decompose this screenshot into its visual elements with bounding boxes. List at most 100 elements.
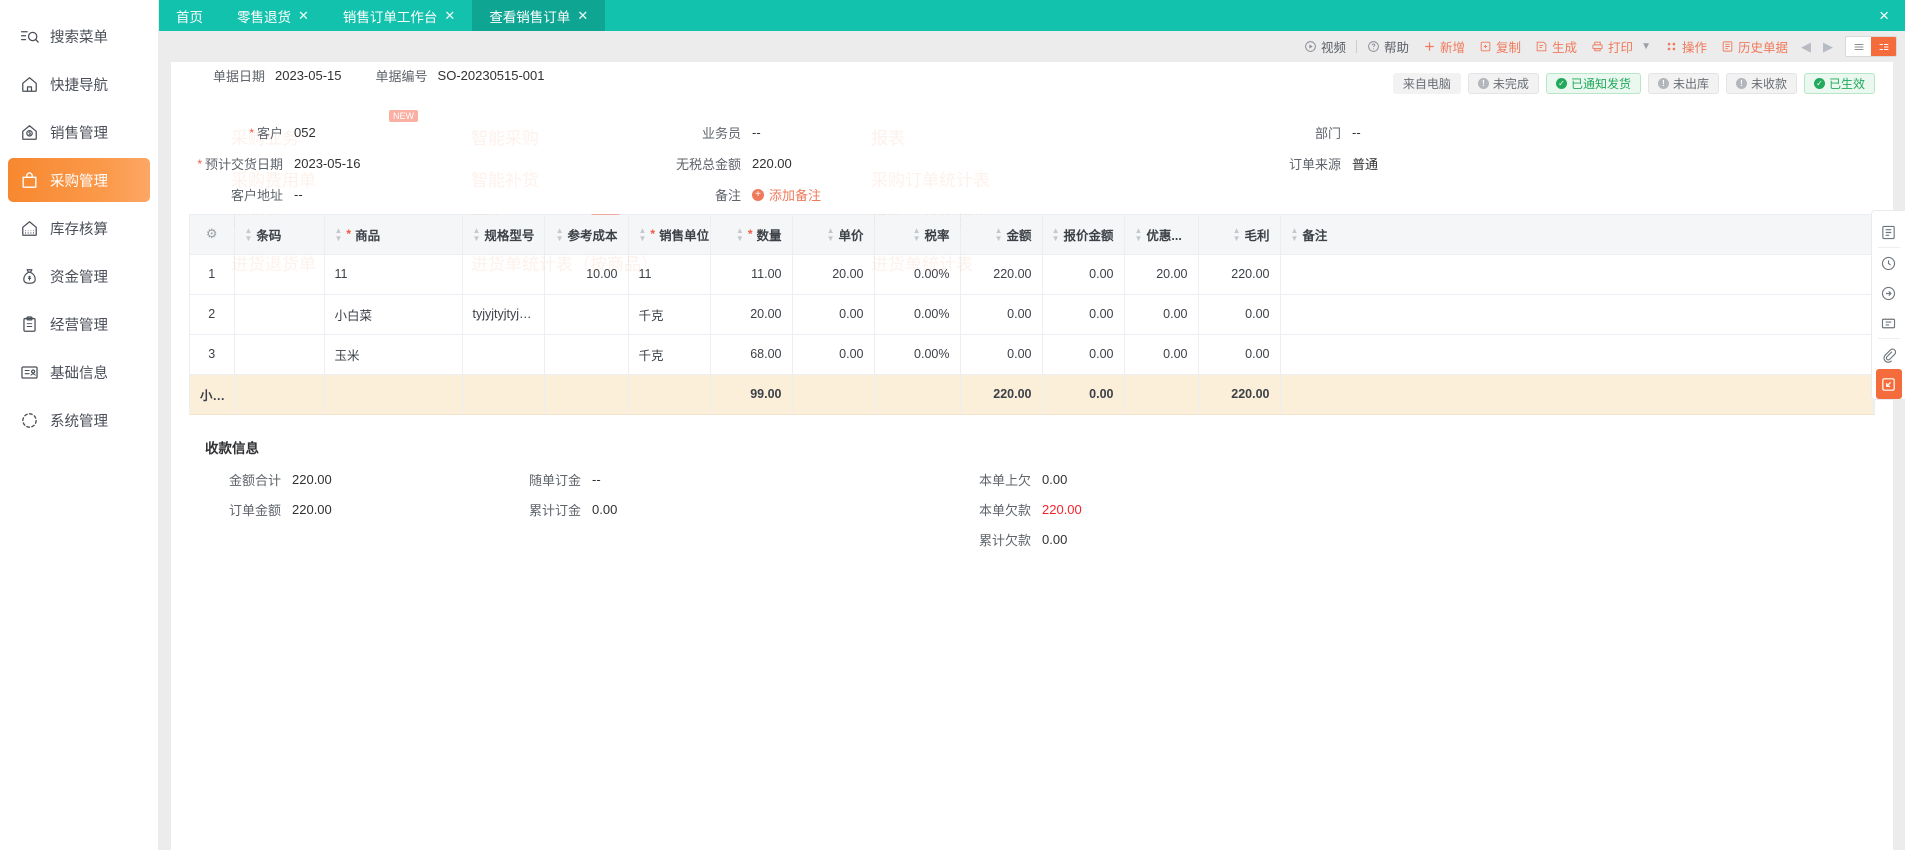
cell-goods[interactable]: 11 [324,254,463,295]
cell-discount[interactable]: 20.00 [1124,254,1199,295]
sort-icon[interactable]: ▲ ▼ [555,225,564,243]
column-header-goods[interactable]: ▲ ▼ * 商品 [324,215,463,255]
gear-icon[interactable]: ⚙ [205,226,218,242]
cell-gross-profit[interactable]: 220.00 [1198,254,1281,295]
cell-tax-rate[interactable]: 0.00% [874,334,961,375]
sort-icon[interactable]: ▲ ▼ [638,225,647,243]
cell-amount[interactable]: 0.00 [960,294,1043,335]
sort-icon[interactable]: ▲ ▼ [1232,225,1241,243]
tab-retail-return[interactable]: 零售退货 ✕ [220,0,326,31]
history-docs-button[interactable]: 历史单据 [1714,36,1795,58]
column-header-quote-amount[interactable]: ▲ ▼ 报价金额 [1042,215,1125,255]
sidebar-item-inventory[interactable]: 库存核算 [8,206,150,250]
cell-spec[interactable]: tyjyjtyjtyjdf... [462,294,545,335]
close-icon[interactable]: ✕ [298,8,309,23]
list-view-button[interactable] [1846,37,1871,56]
column-header-reference-cost[interactable]: ▲ ▼ 参考成本 [544,215,629,255]
field-value[interactable]: -- [294,187,303,202]
cell-note[interactable] [1280,294,1874,335]
field-value[interactable]: -- [1352,125,1361,140]
cell-barcode[interactable] [234,294,325,335]
chevron-down-icon[interactable]: ▼ [1641,41,1651,52]
sidebar-item-search-menu[interactable]: 搜索菜单 [8,14,150,58]
column-header-amount[interactable]: ▲ ▼ 金额 [960,215,1043,255]
sidebar-item-purchase[interactable]: 采购管理 [8,158,150,202]
sort-icon[interactable]: ▲ ▼ [1134,225,1143,243]
sidebar-item-sales[interactable]: 销售管理 [8,110,150,154]
video-button[interactable]: 视频 [1297,36,1353,58]
cell-goods[interactable]: 小白菜 [324,294,463,335]
cell-unit-price[interactable]: 0.00 [792,294,875,335]
cell-reference-cost[interactable]: 10.00 [544,254,629,295]
column-header-sales-unit[interactable]: ▲ ▼ * 销售单位 [628,215,711,255]
sidebar-item-funds[interactable]: 资金管理 [8,254,150,298]
column-header-barcode[interactable]: ▲ ▼ 条码 [234,215,325,255]
tab-sales-order-workbench[interactable]: 销售订单工作台 ✕ [326,0,472,31]
cell-spec[interactable] [462,334,545,375]
sidebar-item-system[interactable]: 系统管理 [8,398,150,442]
cell-note[interactable] [1280,334,1874,375]
cell-quantity[interactable]: 11.00 [710,254,793,295]
cell-barcode[interactable] [234,334,325,375]
column-header-spec[interactable]: ▲ ▼ 规格型号 [462,215,545,255]
cell-unit-price[interactable]: 20.00 [792,254,875,295]
cell-gross-profit[interactable]: 0.00 [1198,334,1281,375]
copy-button[interactable]: 复制 [1472,36,1528,58]
operation-button[interactable]: 操作 [1658,36,1714,58]
cell-gross-profit[interactable]: 0.00 [1198,294,1281,335]
cell-sales-unit[interactable]: 11 [628,254,711,295]
cell-tax-rate[interactable]: 0.00% [874,294,961,335]
prev-doc-button[interactable]: ◀ [1795,39,1817,55]
attachment-icon[interactable] [1876,339,1902,369]
cell-amount[interactable]: 0.00 [960,334,1043,375]
history-circle-icon[interactable] [1876,248,1902,278]
tab-home[interactable]: 首页 [159,0,220,31]
cell-barcode[interactable] [234,254,325,295]
detail-view-button[interactable] [1871,37,1896,56]
sort-icon[interactable]: ▲ ▼ [994,225,1003,243]
table-row[interactable]: 3 玉米 千克 68.00 0.00 0.00% 0.00 0.00 [190,334,1874,375]
column-header-unit-price[interactable]: ▲ ▼ 单价 [792,215,875,255]
help-button[interactable]: 帮助 [1360,36,1416,58]
field-value[interactable]: 普通 [1352,157,1379,172]
add-remark-button[interactable]: + 添加备注 [752,185,821,204]
doc-list-icon[interactable] [1876,217,1902,247]
column-header-discount[interactable]: ▲ ▼ 优惠... [1124,215,1199,255]
cell-discount[interactable]: 0.00 [1124,334,1199,375]
column-header-note[interactable]: ▲ ▼ 备注 [1280,215,1874,255]
column-settings-header[interactable]: ⚙ [190,215,235,255]
cell-sales-unit[interactable]: 千克 [628,294,711,335]
close-all-tabs-button[interactable]: × [1869,0,1905,31]
sort-icon[interactable]: ▲ ▼ [1290,225,1299,243]
table-row[interactable]: 1 11 10.00 11 11.00 20.00 0.00% 220.00 [190,254,1874,295]
close-icon[interactable]: ✕ [577,8,589,23]
cell-quote-amount[interactable]: 0.00 [1042,294,1125,335]
column-header-tax-rate[interactable]: ▲ ▼ 税率 [874,215,961,255]
cell-discount[interactable]: 0.00 [1124,294,1199,335]
sidebar-item-quick-nav[interactable]: 快捷导航 [8,62,150,106]
cell-reference-cost[interactable] [544,334,629,375]
add-button[interactable]: 新增 [1416,36,1472,58]
cell-quantity[interactable]: 68.00 [710,334,793,375]
sort-icon[interactable]: ▲ ▼ [472,225,481,243]
cell-sales-unit[interactable]: 千克 [628,334,711,375]
sidebar-item-basic-info[interactable]: 基础信息 [8,350,150,394]
sidebar-item-operations[interactable]: 经营管理 [8,302,150,346]
field-value[interactable]: -- [752,125,761,140]
collapse-icon[interactable] [1875,369,1902,399]
sort-icon[interactable]: ▲ ▼ [826,225,835,243]
sort-icon[interactable]: ▲ ▼ [1051,225,1060,243]
table-row[interactable]: 2 小白菜 tyjyjtyjtyjdf... 千克 20.00 0.00 0.0… [190,294,1874,335]
cell-note[interactable] [1280,254,1874,295]
print-button[interactable]: 打印 ▼ [1584,36,1658,58]
next-doc-button[interactable]: ▶ [1817,39,1839,55]
cell-quote-amount[interactable]: 0.00 [1042,254,1125,295]
cell-quantity[interactable]: 20.00 [710,294,793,335]
sort-icon[interactable]: ▲ ▼ [244,225,253,243]
cell-spec[interactable] [462,254,545,295]
field-value[interactable]: 052 [294,125,316,140]
sort-icon[interactable]: ▲ ▼ [912,225,921,243]
field-value[interactable]: 2023-05-16 [294,156,361,171]
sort-icon[interactable]: ▲ ▼ [735,225,744,243]
tab-view-sales-order[interactable]: 查看销售订单 ✕ [472,0,606,31]
